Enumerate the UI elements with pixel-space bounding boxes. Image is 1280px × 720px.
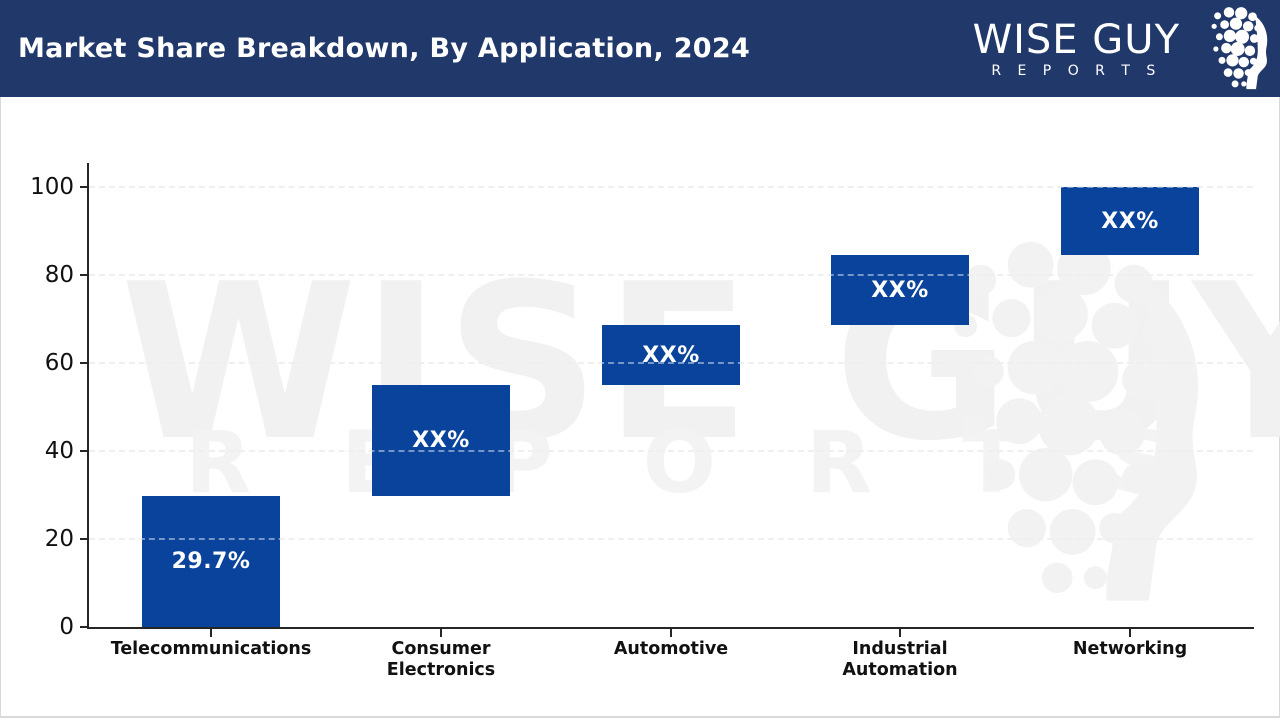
- x-category-label: Telecommunications: [110, 639, 312, 659]
- y-tick-label: 40: [44, 438, 74, 464]
- gridline-overlay: [89, 186, 1253, 188]
- bar-telecommunications: 29.7%: [142, 496, 280, 627]
- gridline-overlay: [89, 362, 1253, 364]
- bar-consumer-electronics: XX%: [372, 385, 510, 497]
- bar-networking: XX%: [1061, 187, 1199, 256]
- x-category-label: Networking: [1072, 639, 1188, 659]
- gridline: [89, 186, 1253, 188]
- bottom-divider: [0, 716, 1280, 718]
- bar-value-label: XX%: [871, 277, 929, 303]
- logo-subtitle: R E P O R T S: [991, 62, 1162, 79]
- y-tick-label: 20: [44, 526, 74, 552]
- header-bar: Market Share Breakdown, By Application, …: [0, 0, 1280, 97]
- bar-value-label: XX%: [1101, 208, 1159, 234]
- x-tick-mark: [899, 629, 901, 637]
- y-tick-mark: [80, 538, 87, 540]
- page-title: Market Share Breakdown, By Application, …: [18, 33, 751, 64]
- x-tick-mark: [210, 629, 212, 637]
- x-axis-spine: [87, 627, 1254, 629]
- y-tick-label: 0: [59, 614, 74, 640]
- x-category-label: Consumer Electronics: [386, 639, 496, 680]
- y-tick-mark: [80, 626, 87, 628]
- gridline: [89, 538, 1253, 540]
- y-tick-mark: [80, 362, 87, 364]
- gridline-overlay: [89, 274, 1253, 276]
- logo-head-dots-icon: [1211, 6, 1268, 89]
- bar-value-label: XX%: [642, 342, 700, 368]
- x-tick-mark: [670, 629, 672, 637]
- x-category-label: Industrial Automation: [842, 639, 958, 680]
- gridline-overlay: [89, 450, 1253, 452]
- bar-value-label: XX%: [412, 428, 470, 454]
- y-tick-mark: [80, 450, 87, 452]
- y-axis-spine: [87, 163, 89, 629]
- gridline: [89, 450, 1253, 452]
- wise-guy-logo: WISE GUY R E P O R T S: [973, 3, 1280, 95]
- y-tick-mark: [80, 274, 87, 276]
- logo-text: WISE GUY R E P O R T S: [973, 20, 1180, 78]
- gridline-overlay: [89, 538, 1253, 540]
- y-tick-label: 60: [44, 350, 74, 376]
- bar-industrial-automation: XX%: [831, 255, 969, 326]
- gridline: [89, 274, 1253, 276]
- x-category-label: Automotive: [613, 639, 729, 659]
- logo-wordmark: WISE GUY: [972, 16, 1180, 63]
- x-tick-mark: [440, 629, 442, 637]
- y-tick-label: 100: [30, 174, 74, 200]
- bar-automotive: XX%: [602, 325, 740, 385]
- x-tick-mark: [1129, 629, 1131, 637]
- y-tick-mark: [80, 186, 87, 188]
- bar-value-label: 29.7%: [171, 549, 251, 575]
- y-tick-label: 80: [44, 262, 74, 288]
